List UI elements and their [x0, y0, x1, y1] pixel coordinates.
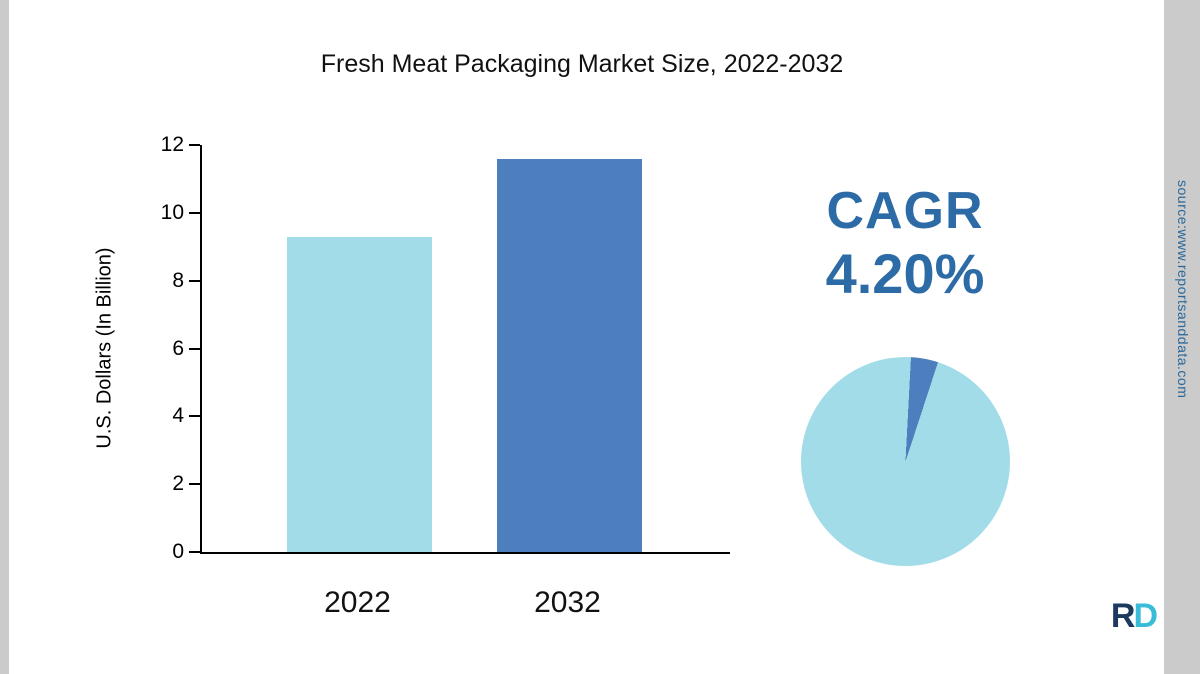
left-border-strip [0, 0, 9, 674]
y-tick-mark [189, 551, 200, 553]
bar-chart-plot: 0 2 4 6 8 10 12 [161, 133, 730, 563]
bar-2032 [497, 158, 642, 552]
y-tick-mark [189, 144, 200, 146]
y-tick-label: 10 [160, 200, 184, 224]
logo-letter-r: R [1110, 597, 1136, 635]
bar-2022 [287, 236, 432, 552]
x-axis-label-2022: 2022 [324, 586, 391, 619]
y-tick-mark [189, 279, 200, 282]
y-axis-label: U.S. Dollars (In Billion) [93, 247, 116, 449]
cagr-label: CAGR [826, 182, 984, 240]
y-tick-label: 4 [172, 404, 184, 428]
x-axis-label-2032: 2032 [534, 586, 601, 619]
y-tick-mark [189, 415, 200, 418]
y-tick-label: 6 [172, 336, 184, 360]
y-tick-label: 12 [160, 133, 184, 156]
y-tick-mark [189, 483, 200, 486]
brand-logo: RD [1110, 597, 1158, 636]
chart-title: Fresh Meat Packaging Market Size, 2022-2… [320, 50, 844, 78]
y-tick-label: 2 [172, 472, 184, 496]
pie-chart [801, 357, 1010, 566]
y-tick-label: 8 [172, 268, 184, 292]
cagr-block: CAGR 4.20% [793, 182, 1017, 306]
y-tick-label: 0 [172, 540, 184, 563]
source-watermark: source:www.reportsanddata.com [1175, 180, 1191, 399]
logo-letter-d: D [1133, 597, 1158, 635]
cagr-value: 4.20% [825, 241, 985, 305]
y-tick-mark [189, 347, 200, 350]
y-tick-mark [189, 211, 200, 214]
right-border-strip [1164, 0, 1200, 674]
